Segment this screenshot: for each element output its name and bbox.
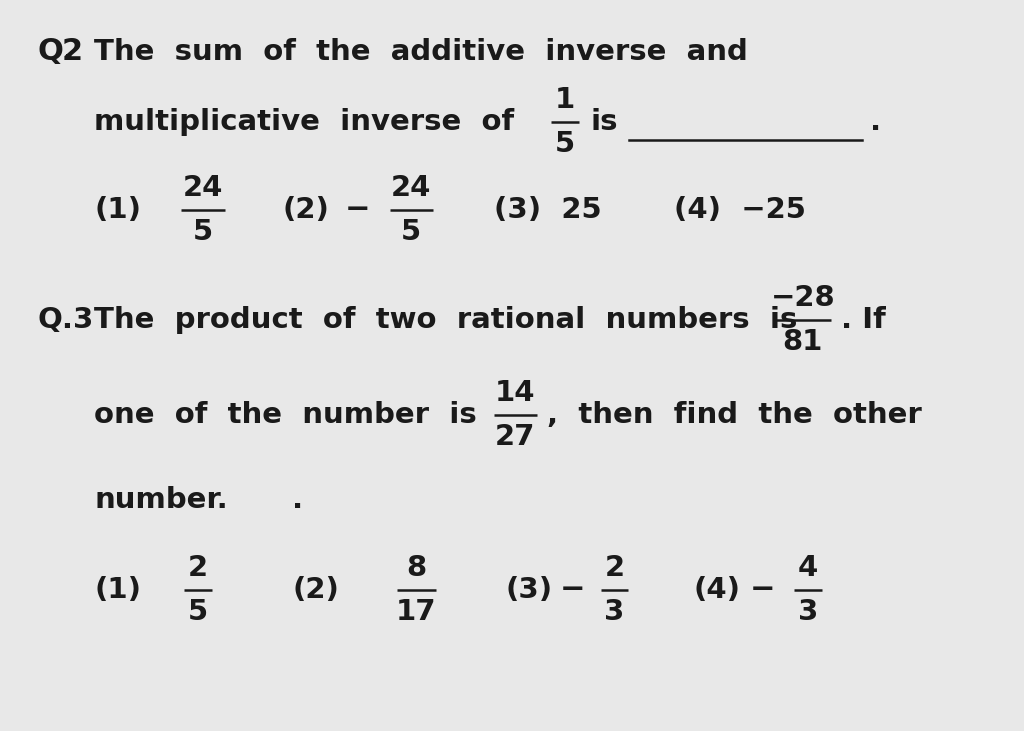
Text: (3): (3) [506, 576, 553, 604]
Text: 14: 14 [496, 379, 536, 407]
Text: 5: 5 [188, 598, 208, 626]
Text: −: − [750, 575, 775, 605]
Text: 2: 2 [188, 554, 208, 582]
Text: 1: 1 [555, 86, 575, 114]
Text: −28: −28 [771, 284, 836, 312]
Text: 24: 24 [183, 174, 223, 202]
Text: 27: 27 [496, 423, 536, 451]
Text: (2): (2) [283, 196, 330, 224]
Text: −: − [560, 575, 586, 605]
Text: 5: 5 [194, 218, 213, 246]
Text: 2: 2 [61, 37, 83, 67]
Text: (4)  −25: (4) −25 [674, 196, 806, 224]
Text: (4): (4) [694, 576, 741, 604]
Text: (1): (1) [94, 576, 141, 604]
Text: .: . [870, 108, 882, 136]
Text: 5: 5 [401, 218, 422, 246]
Text: number.: number. [94, 486, 228, 514]
Text: 81: 81 [782, 328, 823, 356]
Text: −: − [345, 195, 371, 224]
Text: 3: 3 [604, 598, 625, 626]
Text: one  of  the  number  is: one of the number is [94, 401, 477, 429]
Text: 3: 3 [798, 598, 818, 626]
Text: (1): (1) [94, 196, 141, 224]
Text: 5: 5 [555, 130, 575, 158]
Text: Q.3: Q.3 [38, 306, 94, 334]
Text: The  sum  of  the  additive  inverse  and: The sum of the additive inverse and [94, 38, 749, 66]
Text: 8: 8 [407, 554, 426, 582]
Text: ,  then  find  the  other: , then find the other [547, 401, 922, 429]
Text: 2: 2 [604, 554, 625, 582]
Text: Q.: Q. [38, 37, 75, 67]
Text: .: . [293, 486, 303, 514]
Text: is: is [591, 108, 618, 136]
Text: 24: 24 [391, 174, 431, 202]
Text: (3)  25: (3) 25 [494, 196, 601, 224]
Text: . If: . If [841, 306, 886, 334]
Text: 17: 17 [396, 598, 436, 626]
Text: The  product  of  two  rational  numbers  is: The product of two rational numbers is [94, 306, 798, 334]
Text: 4: 4 [798, 554, 818, 582]
Text: multiplicative  inverse  of: multiplicative inverse of [94, 108, 514, 136]
Text: (2): (2) [293, 576, 339, 604]
